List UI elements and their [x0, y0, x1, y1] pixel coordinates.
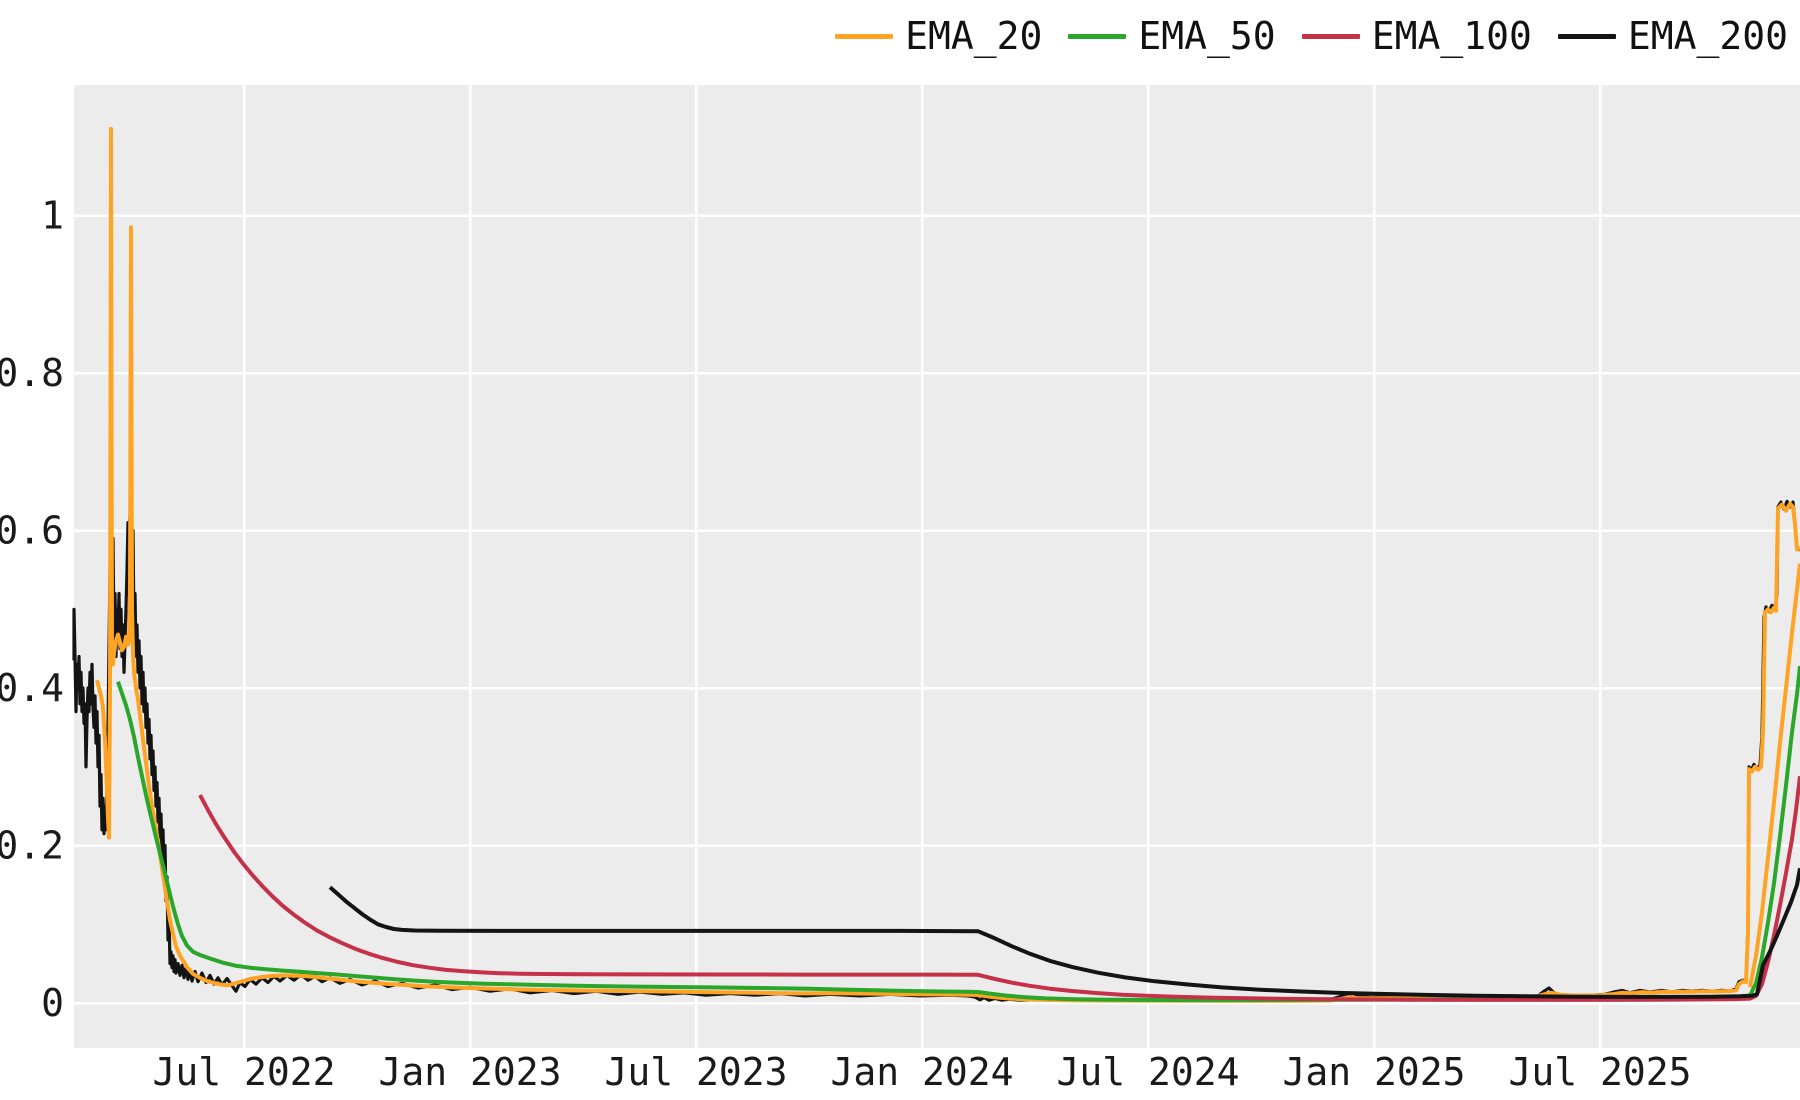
legend-label-ema-20: EMA_20 [905, 14, 1043, 58]
ema-20-swatch-icon [835, 33, 894, 39]
x-tick-label: Jan 2023 [378, 1050, 561, 1094]
legend-label-ema-200: EMA_200 [1627, 14, 1788, 58]
ema-50-swatch-icon [1068, 33, 1127, 39]
legend-item-ema-100: EMA_100 [1301, 14, 1532, 58]
ema-20-smooth-tail-line [1748, 563, 1800, 988]
y-tick-label: 0.2 [0, 824, 64, 868]
ema-200-line [328, 867, 1800, 999]
y-tick-label: 0.4 [0, 666, 64, 710]
ema-100-line [198, 775, 1800, 1002]
ema-100-swatch-icon [1301, 33, 1360, 39]
ema-20-line [95, 126, 1800, 1003]
x-tick-label: Jan 2024 [830, 1050, 1013, 1094]
plot-area [74, 85, 1800, 1048]
legend-item-ema-50: EMA_50 [1068, 14, 1276, 58]
legend: EMA_20 EMA_50 EMA_100 EMA_200 [835, 10, 1788, 62]
ema-200-swatch-icon [1557, 33, 1616, 39]
y-tick-label: 0.8 [0, 351, 64, 395]
legend-label-ema-50: EMA_50 [1138, 14, 1276, 58]
y-tick-label: 1 [41, 194, 64, 238]
legend-label-ema-100: EMA_100 [1371, 14, 1532, 58]
legend-item-ema-200: EMA_200 [1557, 14, 1788, 58]
x-tick-label: Jul 2022 [152, 1050, 335, 1094]
x-tick-label: Jan 2025 [1282, 1050, 1465, 1094]
x-tick-label: Jul 2023 [604, 1050, 787, 1094]
y-tick-label: 0 [41, 981, 64, 1025]
legend-item-ema-20: EMA_20 [835, 17, 1042, 55]
y-tick-label: 0.6 [0, 509, 64, 553]
x-tick-label: Jul 2024 [1056, 1050, 1239, 1094]
x-tick-label: Jul 2025 [1508, 1050, 1691, 1094]
